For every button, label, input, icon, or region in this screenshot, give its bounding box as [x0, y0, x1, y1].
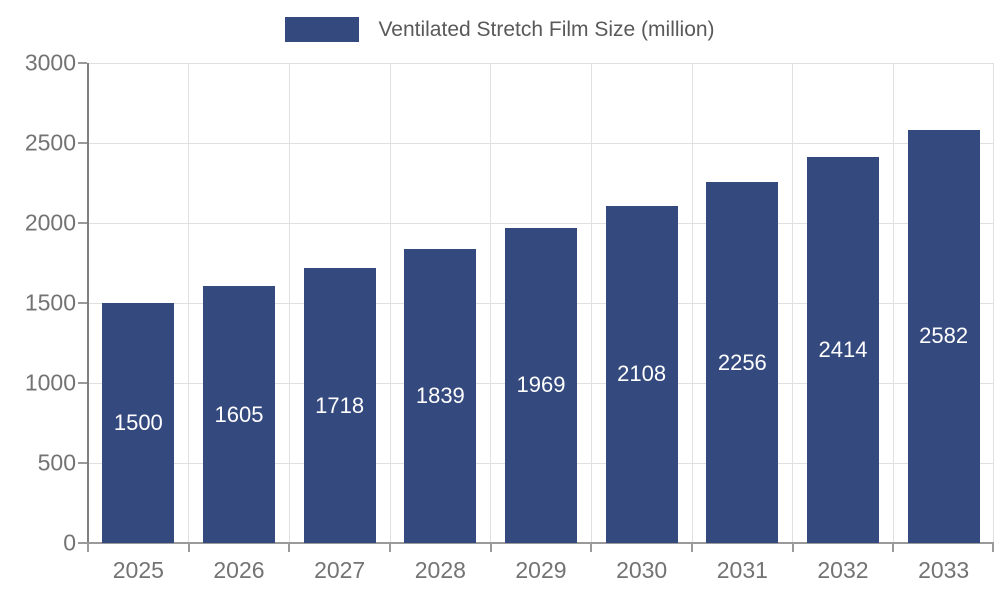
- bar-2032[interactable]: [807, 156, 879, 543]
- y-axis-line: [87, 63, 89, 543]
- bar-2033[interactable]: [907, 129, 980, 543]
- bar-2025[interactable]: [102, 303, 175, 543]
- x-axis-tick: [590, 543, 593, 552]
- y-axis-tick: [78, 142, 87, 144]
- x-axis-tick: [992, 543, 994, 552]
- x-axis-tick: [87, 543, 89, 552]
- legend-swatch: [285, 17, 360, 42]
- gridline-vertical: [992, 63, 994, 543]
- y-axis-tick-label: 500: [37, 449, 76, 476]
- gridline-horizontal: [88, 222, 994, 224]
- gridline-vertical: [490, 63, 492, 543]
- x-axis-line: [86, 542, 994, 544]
- x-axis-tick-label: 2028: [414, 557, 466, 583]
- y-axis-tick: [78, 62, 87, 64]
- x-axis-tick: [791, 543, 794, 552]
- x-axis-tick: [288, 543, 291, 552]
- x-axis-tick: [489, 543, 492, 552]
- x-axis-tick: [389, 543, 391, 552]
- y-axis-tick: [78, 462, 87, 464]
- bar-2026[interactable]: [203, 286, 275, 543]
- y-axis-tick-label: 1500: [24, 289, 76, 316]
- bar-2027[interactable]: [303, 268, 376, 543]
- y-axis-tick-label: 2500: [24, 129, 76, 156]
- x-axis-tick-label: 2032: [817, 557, 869, 583]
- gridline-vertical: [892, 63, 894, 543]
- gridline-vertical: [691, 63, 693, 543]
- plot-area: 0 500 1000 1500 2000 2500 3000 1500 2025 1605 2026…: [25, 50, 994, 583]
- x-axis-tick: [892, 543, 895, 552]
- y-axis-tick: [78, 222, 87, 224]
- gridline-vertical: [389, 63, 391, 543]
- bar-2029[interactable]: [505, 227, 577, 543]
- x-axis-tick-label: 2025: [112, 557, 164, 583]
- x-axis-tick-label: 2026: [213, 557, 265, 583]
- legend-label: Ventilated Stretch Film Size (million): [378, 18, 715, 41]
- gridline-horizontal: [88, 62, 994, 64]
- x-axis-tick: [691, 543, 693, 552]
- gridline-horizontal: [88, 142, 994, 144]
- x-axis-tick-label: 2030: [616, 557, 668, 583]
- y-axis-tick: [78, 302, 87, 304]
- bar-2028[interactable]: [404, 248, 477, 543]
- gridline-vertical: [288, 63, 290, 543]
- gridline-vertical: [590, 63, 592, 543]
- y-axis-tick: [78, 542, 87, 544]
- x-axis-tick-label: 2027: [314, 557, 366, 583]
- y-axis-tick-label: 3000: [24, 49, 76, 76]
- y-axis-tick-label: 2000: [24, 209, 76, 236]
- x-axis-tick-label: 2029: [515, 557, 567, 583]
- y-axis-tick: [78, 382, 87, 384]
- y-axis-tick-label: 0: [63, 529, 76, 556]
- x-axis-tick-label: 2031: [716, 557, 768, 583]
- x-axis-tick-label: 2033: [918, 557, 970, 583]
- gridline-vertical: [188, 63, 190, 543]
- bar-2030[interactable]: [605, 205, 678, 543]
- bar-2031[interactable]: [706, 182, 779, 543]
- legend-item[interactable]: Ventilated Stretch Film Size (million): [0, 17, 1000, 42]
- y-axis-tick-label: 1000: [24, 369, 76, 396]
- gridline-vertical: [792, 63, 794, 543]
- x-axis-tick: [187, 543, 190, 552]
